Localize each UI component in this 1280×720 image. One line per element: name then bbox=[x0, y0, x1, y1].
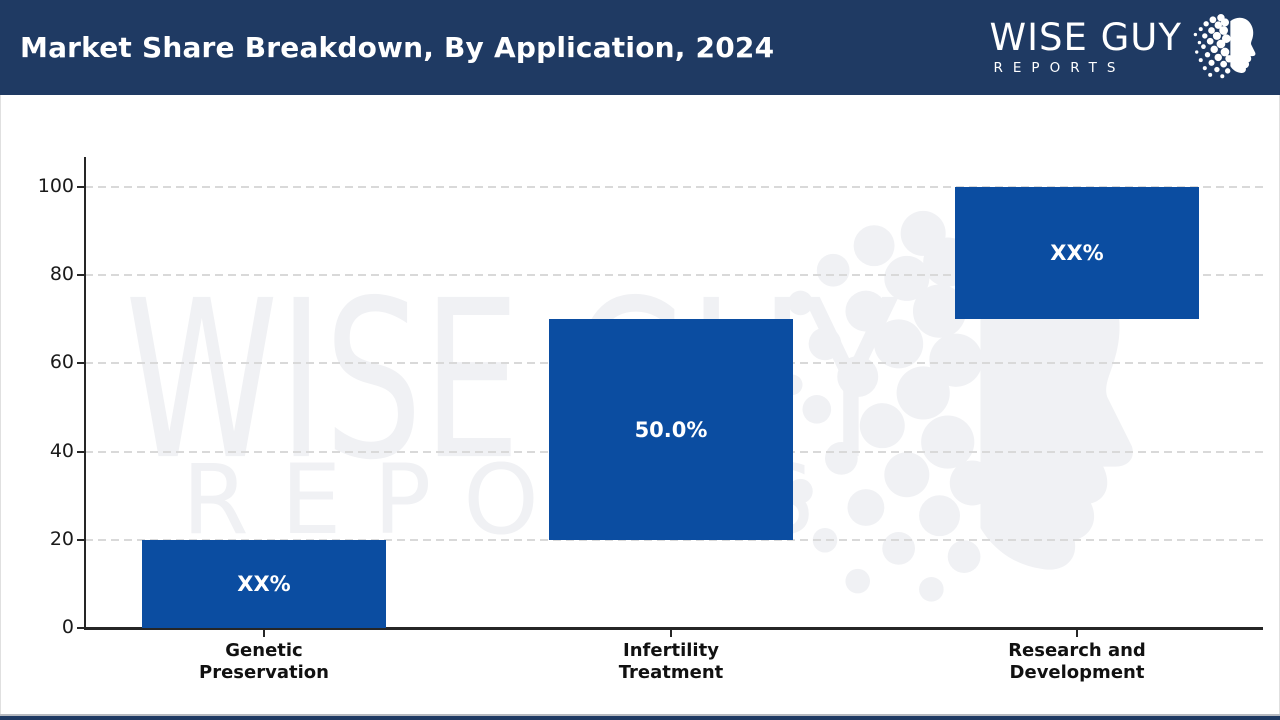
y-axis-line bbox=[84, 157, 86, 629]
y-tick-mark bbox=[77, 627, 85, 629]
bar-2: 50.0% bbox=[549, 319, 793, 540]
x-tick-mark bbox=[670, 629, 672, 637]
category-label-line: Treatment bbox=[618, 662, 724, 683]
gridline bbox=[85, 538, 1263, 541]
category-label-line: Development bbox=[1009, 662, 1145, 683]
left-border bbox=[0, 95, 1, 720]
bar-3: XX% bbox=[955, 187, 1199, 320]
logo-wordmark: WISE GUY bbox=[989, 16, 1182, 59]
y-tick-mark bbox=[77, 538, 85, 541]
gridline bbox=[85, 186, 1263, 188]
x-tick-mark bbox=[263, 629, 265, 637]
x-axis-line bbox=[84, 627, 1263, 630]
x-tick-mark bbox=[1076, 629, 1078, 637]
footer-bar bbox=[0, 716, 1280, 720]
wiseguy-face-icon bbox=[1193, 13, 1256, 78]
y-tick-label: 20 bbox=[49, 527, 74, 550]
category-label-line: Infertility bbox=[623, 640, 719, 661]
category-label-line: Preservation bbox=[199, 662, 329, 683]
y-tick-label: 80 bbox=[49, 263, 74, 286]
y-tick-mark bbox=[77, 450, 85, 453]
bar-value-label: XX% bbox=[1050, 241, 1104, 266]
bar-value-label: 50.0% bbox=[634, 417, 708, 442]
wiseguy-logo: WISE GUY REPORTS bbox=[990, 13, 1264, 83]
y-tick-mark bbox=[77, 186, 85, 188]
bar-value-label: XX% bbox=[237, 571, 291, 596]
category-label-line: Genetic bbox=[225, 640, 303, 661]
gridline bbox=[85, 274, 1263, 277]
bar-1: XX% bbox=[142, 539, 386, 628]
chart-title: Market Share Breakdown, By Application, … bbox=[20, 31, 775, 64]
y-tick-label: 0 bbox=[61, 616, 74, 638]
category-label: Research and Development bbox=[942, 640, 1212, 684]
category-label: Infertility Treatment bbox=[536, 640, 806, 684]
logo-subtitle: REPORTS bbox=[993, 60, 1126, 76]
logo-text: WISE GUY REPORTS bbox=[990, 19, 1182, 76]
y-tick-label: 60 bbox=[49, 351, 74, 374]
y-tick-mark bbox=[77, 274, 85, 277]
y-tick-label: 100 bbox=[37, 175, 74, 197]
category-label-line: Research and bbox=[1008, 640, 1146, 661]
header-bar: Market Share Breakdown, By Application, … bbox=[0, 0, 1280, 95]
y-tick-mark bbox=[77, 362, 85, 365]
y-tick-label: 40 bbox=[49, 439, 74, 462]
category-label: Genetic Preservation bbox=[129, 640, 399, 684]
footer-divider bbox=[0, 714, 1280, 716]
